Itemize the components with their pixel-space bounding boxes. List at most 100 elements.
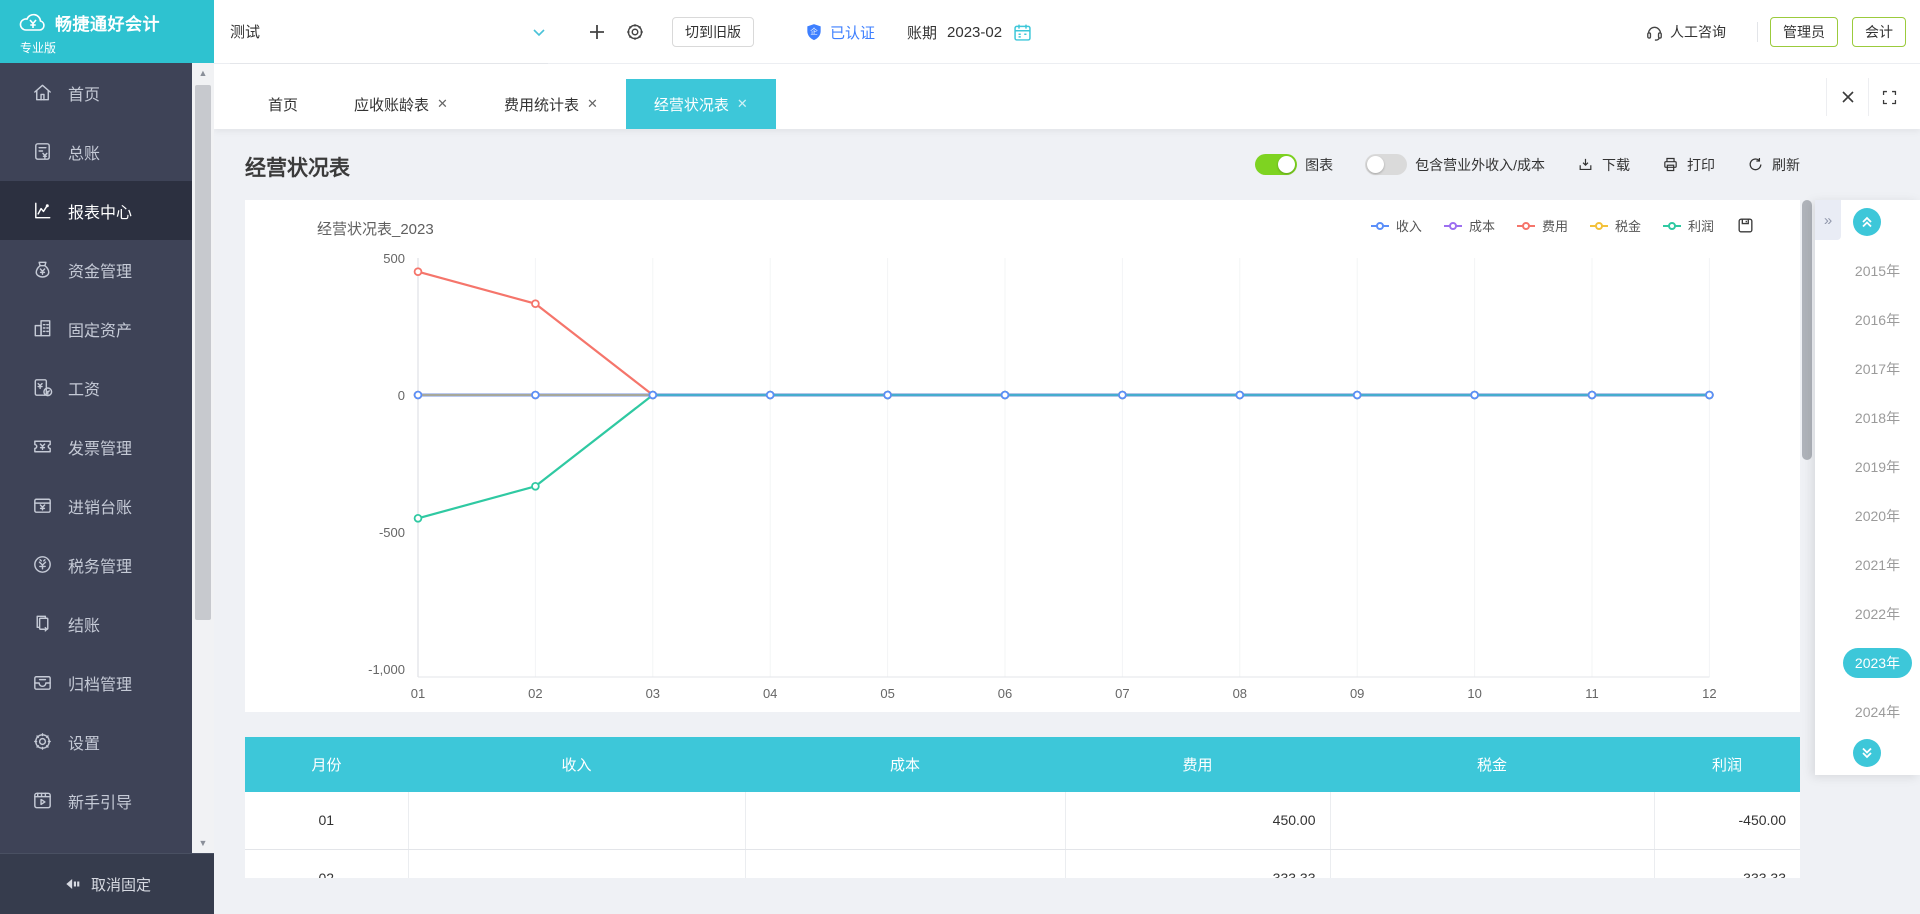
legend-item-成本[interactable]: 成本 <box>1443 216 1495 235</box>
table-cell <box>1330 849 1655 878</box>
tabs-close-button[interactable] <box>1826 78 1868 116</box>
chart-toggle[interactable]: 图表 <box>1255 154 1333 175</box>
years-scroll-up-button[interactable] <box>1852 208 1881 236</box>
chart-toggle-switch[interactable] <box>1255 154 1298 175</box>
sidebar-item-report-center[interactable]: 报表中心 <box>0 181 192 240</box>
tab-label: 费用统计表 <box>503 96 579 114</box>
inventory-icon <box>30 494 54 518</box>
table-row: 02 333.33 -333.33 <box>245 849 1800 878</box>
table-header-cell: 利润 <box>1654 737 1800 792</box>
sidebar-scrollbar-thumb[interactable] <box>195 85 211 620</box>
legend-marker-icon <box>1589 221 1608 230</box>
main-scrollbar-thumb[interactable] <box>1802 200 1812 460</box>
table-cell <box>745 792 1066 850</box>
unpin-icon <box>63 874 83 894</box>
year-item-2021[interactable]: 2021年 <box>1854 556 1901 573</box>
sidebar-item-ledger[interactable]: 总账 <box>0 122 192 181</box>
refresh-icon <box>1747 156 1764 173</box>
refresh-button[interactable]: 刷新 <box>1747 155 1800 175</box>
switch-old-version-button[interactable]: 切到旧版 <box>672 17 754 47</box>
nonop-toggle-switch[interactable] <box>1365 154 1408 175</box>
sidebar-item-inventory[interactable]: 进销台账 <box>0 476 192 535</box>
table-body: 01 450.00 -450.00 02 333.33 -333.33 <box>245 792 1800 878</box>
calendar-icon[interactable] <box>1012 22 1033 43</box>
year-list: 2015年 2016年 2017年 2018年 2019年 2020年 2021年 2022年… <box>1835 246 1920 736</box>
sidebar-item-guide[interactable]: 新手引导 <box>0 771 192 830</box>
nonop-toggle[interactable]: 包含营业外收入/成本 <box>1365 154 1545 175</box>
sidebar-item-find-accountant[interactable]: 找会计 <box>0 830 192 853</box>
year-item-2020[interactable]: 2020年 <box>1854 507 1901 524</box>
sidebar-item-funds[interactable]: 资金管理 <box>0 240 192 299</box>
period-label: 账期 <box>907 24 938 42</box>
tab-close-icon[interactable]: ✕ <box>736 96 748 111</box>
year-item-2024[interactable]: 2024年 <box>1854 703 1901 720</box>
svg-text:04: 04 <box>763 686 777 701</box>
save-chart-icon[interactable] <box>1736 216 1755 235</box>
sidebar-item-label: 工资 <box>68 381 101 399</box>
sidebar-item-label: 总账 <box>68 145 101 163</box>
sidebar-item-label: 归档管理 <box>68 676 133 694</box>
scroll-down-arrow-icon[interactable]: ▼ <box>198 838 208 848</box>
support-link[interactable]: 人工咨询 <box>1645 0 1726 64</box>
settings-gear-button[interactable] <box>624 0 646 64</box>
sidebar-item-closing[interactable]: 结账 <box>0 594 192 653</box>
year-panel-collapse-icon[interactable]: » <box>1815 200 1841 240</box>
main-content: 首页 应收账龄表 ✕ 费用统计表 ✕ 经营状况表 ✕ 经营状况表 图表 包含营业外收入/成本 <box>214 64 1920 914</box>
tabs: 首页 应收账龄表 ✕ 费用统计表 ✕ 经营状况表 ✕ <box>240 64 776 129</box>
year-item-2022[interactable]: 2022年 <box>1854 605 1901 622</box>
legend-item-费用[interactable]: 费用 <box>1516 216 1568 235</box>
tab-close-icon[interactable]: ✕ <box>437 96 448 111</box>
legend-item-收入[interactable]: 收入 <box>1370 216 1422 235</box>
svg-text:01: 01 <box>411 686 425 701</box>
tab-1[interactable]: 应收账龄表 ✕ <box>326 79 476 129</box>
add-account-button[interactable] <box>586 0 608 64</box>
settings-icon <box>30 730 54 754</box>
legend-marker-icon <box>1516 221 1535 230</box>
table-cell: 333.33 <box>1065 849 1331 878</box>
sidebar-item-invoice[interactable]: 发票管理 <box>0 417 192 476</box>
sidebar-scrollbar[interactable]: ▲ ▼ <box>192 63 214 853</box>
table-row: 01 450.00 -450.00 <box>245 792 1800 850</box>
role-admin-button[interactable]: 管理员 <box>1770 17 1838 47</box>
year-item-2018[interactable]: 2018年 <box>1854 409 1901 426</box>
unpin-sidebar-button[interactable]: 取消固定 <box>0 853 214 914</box>
sidebar-item-label: 新手引导 <box>68 794 133 812</box>
legend-item-利润[interactable]: 利润 <box>1662 216 1714 235</box>
tab-close-icon[interactable]: ✕ <box>586 96 598 111</box>
legend-item-税金[interactable]: 税金 <box>1589 216 1641 235</box>
sidebar-item-tax[interactable]: 税务管理 <box>0 535 192 594</box>
year-item-2016[interactable]: 2016年 <box>1854 311 1901 328</box>
legend-marker-icon <box>1662 221 1681 230</box>
years-scroll-down-button[interactable] <box>1852 739 1881 767</box>
year-item-2019[interactable]: 2019年 <box>1854 458 1901 475</box>
svg-text:10: 10 <box>1467 686 1481 701</box>
tab-2[interactable]: 费用统计表 ✕ <box>476 79 626 129</box>
scroll-up-arrow-icon[interactable]: ▲ <box>198 68 208 78</box>
tabs-fullscreen-button[interactable] <box>1868 78 1910 116</box>
cloud-logo-icon <box>18 11 48 35</box>
table-cell: -333.33 <box>1654 849 1800 878</box>
year-item-2023[interactable]: 2023年 <box>1835 638 1920 687</box>
svg-text:0: 0 <box>398 388 405 403</box>
sidebar-item-salary[interactable]: 工资 <box>0 358 192 417</box>
print-button[interactable]: 打印 <box>1662 155 1715 175</box>
sidebar-item-settings[interactable]: 设置 <box>0 712 192 771</box>
svg-text:09: 09 <box>1350 686 1364 701</box>
sidebar-item-home[interactable]: 首页 <box>0 63 192 122</box>
role-accountant-button[interactable]: 会计 <box>1852 17 1906 47</box>
table-header-row: 月份 收入 成本 费用 税金 利润 <box>245 737 1800 792</box>
year-item-2017[interactable]: 2017年 <box>1854 360 1901 377</box>
sidebar-item-assets[interactable]: 固定资产 <box>0 299 192 358</box>
svg-text:-1,000: -1,000 <box>368 662 405 677</box>
company-select[interactable]: 测试 <box>230 0 548 64</box>
tab-home[interactable]: 首页 <box>240 79 326 129</box>
report-icon <box>30 199 54 223</box>
sidebar-item-archive[interactable]: 归档管理 <box>0 653 192 712</box>
download-button[interactable]: 下载 <box>1577 155 1630 175</box>
certified-badge[interactable]: 企 已认证 <box>804 0 875 64</box>
year-item-2015[interactable]: 2015年 <box>1854 262 1901 279</box>
ledger-icon <box>30 140 54 164</box>
guide-icon <box>30 789 54 813</box>
tab-3[interactable]: 经营状况表 ✕ <box>625 79 776 129</box>
period-value[interactable]: 2023-02 <box>947 23 1003 41</box>
